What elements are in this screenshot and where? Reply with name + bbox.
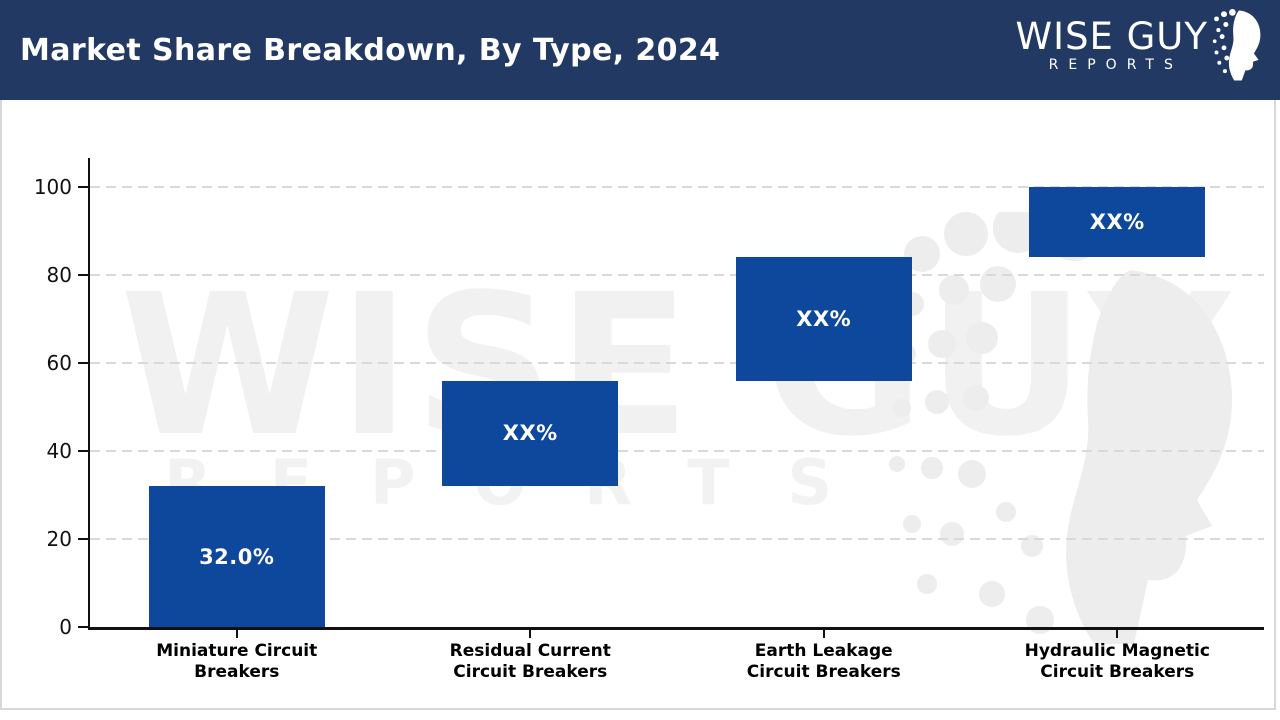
y-tick-mark: [78, 538, 88, 540]
page-title: Market Share Breakdown, By Type, 2024: [20, 32, 721, 68]
watermark-wordmark: WISE GUY: [120, 252, 1233, 479]
y-tick-mark: [78, 450, 88, 452]
y-tick-mark: [78, 274, 88, 276]
chart-plot: WISE GUY REPORTS 02040608010032.0%Miniat…: [2, 100, 1278, 708]
y-tick-label: 20: [46, 527, 72, 551]
y-tick-mark: [78, 362, 88, 364]
gridline: [90, 450, 1264, 452]
wiseguy-logo: WISE GUY REPORTS: [1016, 6, 1266, 84]
category-label: Earth Leakage Circuit Breakers: [746, 641, 901, 682]
category-label: Miniature Circuit Breakers: [156, 641, 318, 682]
y-tick-label: 80: [46, 263, 72, 287]
logo-wordmark: WISE GUY REPORTS: [1015, 14, 1208, 74]
y-tick-label: 60: [46, 351, 72, 375]
x-tick-mark: [822, 630, 825, 638]
gridline: [90, 362, 1264, 364]
bar-value-label: XX%: [1089, 210, 1145, 235]
bar-value-label: XX%: [796, 306, 852, 331]
watermark-face-dots: [889, 212, 1232, 644]
bar-segment: XX%: [735, 257, 912, 381]
gridline: [90, 186, 1264, 188]
x-tick-mark: [1116, 630, 1119, 638]
category-label: Residual Current Circuit Breakers: [449, 641, 611, 682]
y-tick-mark: [78, 626, 88, 628]
header: Market Share Breakdown, By Type, 2024 WI…: [0, 0, 1280, 100]
gridline: [90, 274, 1264, 276]
content-card: WISE GUY REPORTS 02040608010032.0%Miniat…: [0, 100, 1276, 710]
x-tick-mark: [235, 630, 238, 638]
y-tick-label: 100: [33, 175, 72, 199]
y-tick-label: 0: [59, 615, 72, 639]
bar-segment: XX%: [442, 380, 619, 487]
gridline: [90, 538, 1264, 540]
bar-value-label: XX%: [502, 421, 558, 446]
logo-reports-text: REPORTS: [1048, 57, 1183, 74]
x-axis-line: [88, 627, 1264, 630]
bar-segment: 32.0%: [148, 486, 325, 627]
y-tick-mark: [78, 186, 88, 188]
y-axis-line: [88, 158, 90, 630]
category-label: Hydraulic Magnetic Circuit Breakers: [1024, 641, 1210, 682]
wiseguy-face-icon: [1212, 8, 1261, 81]
y-tick-label: 40: [46, 439, 72, 463]
logo-wiseguy-text: WISE GUY: [1015, 14, 1208, 58]
bar-segment: XX%: [1029, 187, 1206, 258]
bar-value-label: 32.0%: [199, 544, 275, 569]
x-tick-mark: [529, 630, 532, 638]
